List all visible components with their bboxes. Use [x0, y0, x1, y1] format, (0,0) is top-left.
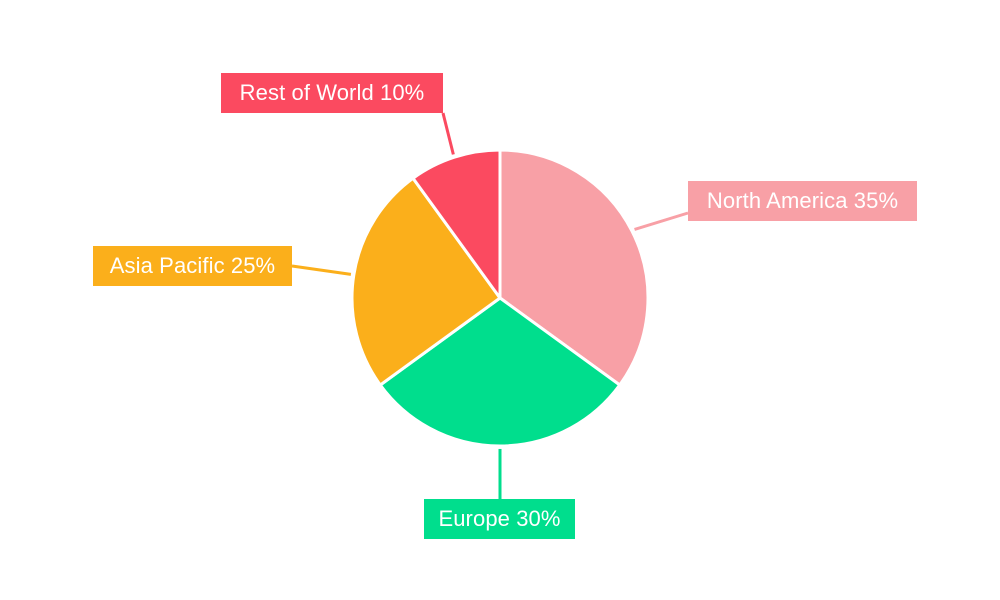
pie-slice-north-america[interactable]	[498, 148, 650, 387]
slice-label-asia-pacific[interactable]: Asia Pacific 25%	[93, 246, 292, 286]
slice-label-rest-of-world[interactable]: Rest of World 10%	[221, 73, 443, 113]
leader-line-asia-pacific	[291, 264, 352, 276]
leader-line-north-america	[634, 211, 689, 231]
pie-slice-group	[350, 148, 650, 448]
pie-slice-europe[interactable]	[378, 296, 622, 448]
slice-label-europe[interactable]: Europe 30%	[424, 499, 575, 539]
slice-label-north-america[interactable]: North America 35%	[688, 181, 917, 221]
leader-line-rest-of-world	[441, 112, 455, 155]
pie-slice-rest-of-world[interactable]	[411, 148, 502, 300]
leader-line-group	[291, 112, 689, 499]
pie-slice-asia-pacific[interactable]	[350, 176, 502, 387]
